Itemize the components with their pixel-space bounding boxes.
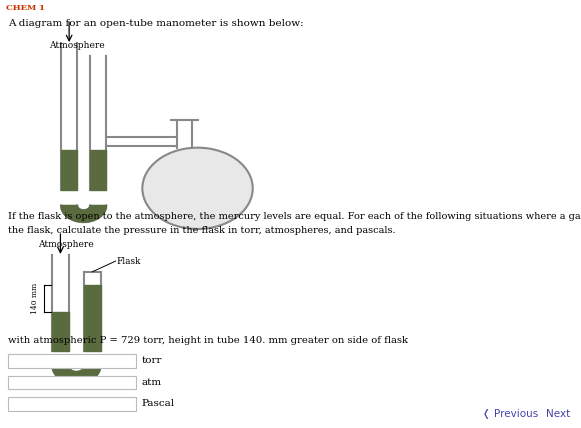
Text: CHEM 1: CHEM 1	[6, 4, 45, 12]
Circle shape	[142, 148, 253, 229]
Text: atm: atm	[142, 377, 162, 387]
Text: 140 mm: 140 mm	[31, 283, 39, 314]
Polygon shape	[52, 366, 101, 383]
Text: Atmosphere: Atmosphere	[38, 240, 94, 249]
FancyBboxPatch shape	[8, 376, 136, 389]
Polygon shape	[61, 150, 77, 190]
FancyBboxPatch shape	[8, 354, 136, 368]
Polygon shape	[61, 205, 106, 222]
Text: with atmospheric P = 729 torr, height in tube 140. mm greater on side of flask: with atmospheric P = 729 torr, height in…	[8, 336, 408, 345]
Text: ❬ Previous: ❬ Previous	[482, 409, 539, 419]
FancyBboxPatch shape	[8, 397, 136, 411]
Text: A diagram for an open-tube manometer is shown below:: A diagram for an open-tube manometer is …	[8, 19, 304, 28]
Polygon shape	[52, 312, 69, 351]
Polygon shape	[90, 150, 106, 190]
Text: the flask, calculate the pressure in the flask in torr, atmospheres, and pascals: the flask, calculate the pressure in the…	[8, 226, 396, 235]
Text: Next: Next	[546, 409, 571, 419]
Text: Pascal: Pascal	[142, 399, 175, 408]
Text: Atmosphere: Atmosphere	[49, 41, 105, 50]
Text: Flask: Flask	[116, 256, 141, 266]
Text: If the flask is open to the atmosphere, the mercury levels are equal. For each o: If the flask is open to the atmosphere, …	[8, 212, 581, 221]
Polygon shape	[84, 285, 101, 351]
Text: torr: torr	[142, 356, 162, 366]
